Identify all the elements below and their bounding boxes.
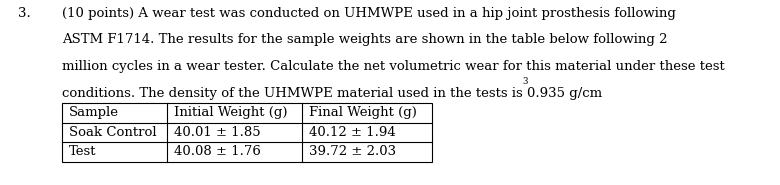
Text: 39.72 ± 2.03: 39.72 ± 2.03 (309, 145, 396, 158)
Text: Test: Test (69, 145, 97, 158)
Text: (10 points) A wear test was conducted on UHMWPE used in a hip joint prosthesis f: (10 points) A wear test was conducted on… (62, 7, 676, 20)
Text: Soak Control: Soak Control (69, 126, 157, 139)
Text: Initial Weight (g): Initial Weight (g) (174, 106, 288, 119)
Text: Sample: Sample (69, 106, 119, 119)
Bar (62, 103, 432, 162)
Text: 40.01 ± 1.85: 40.01 ± 1.85 (174, 126, 261, 139)
Text: million cycles in a wear tester. Calculate the net volumetric wear for this mate: million cycles in a wear tester. Calcula… (62, 60, 725, 73)
Text: conditions. The density of the UHMWPE material used in the tests is 0.935 g/cm: conditions. The density of the UHMWPE ma… (62, 87, 602, 100)
Text: ASTM F1714. The results for the sample weights are shown in the table below foll: ASTM F1714. The results for the sample w… (62, 33, 668, 46)
Text: Final Weight (g): Final Weight (g) (309, 106, 417, 119)
Text: 40.12 ± 1.94: 40.12 ± 1.94 (309, 126, 395, 139)
Text: 3.: 3. (18, 7, 30, 20)
Text: 40.08 ± 1.76: 40.08 ± 1.76 (174, 145, 261, 158)
Text: 3: 3 (522, 77, 527, 85)
